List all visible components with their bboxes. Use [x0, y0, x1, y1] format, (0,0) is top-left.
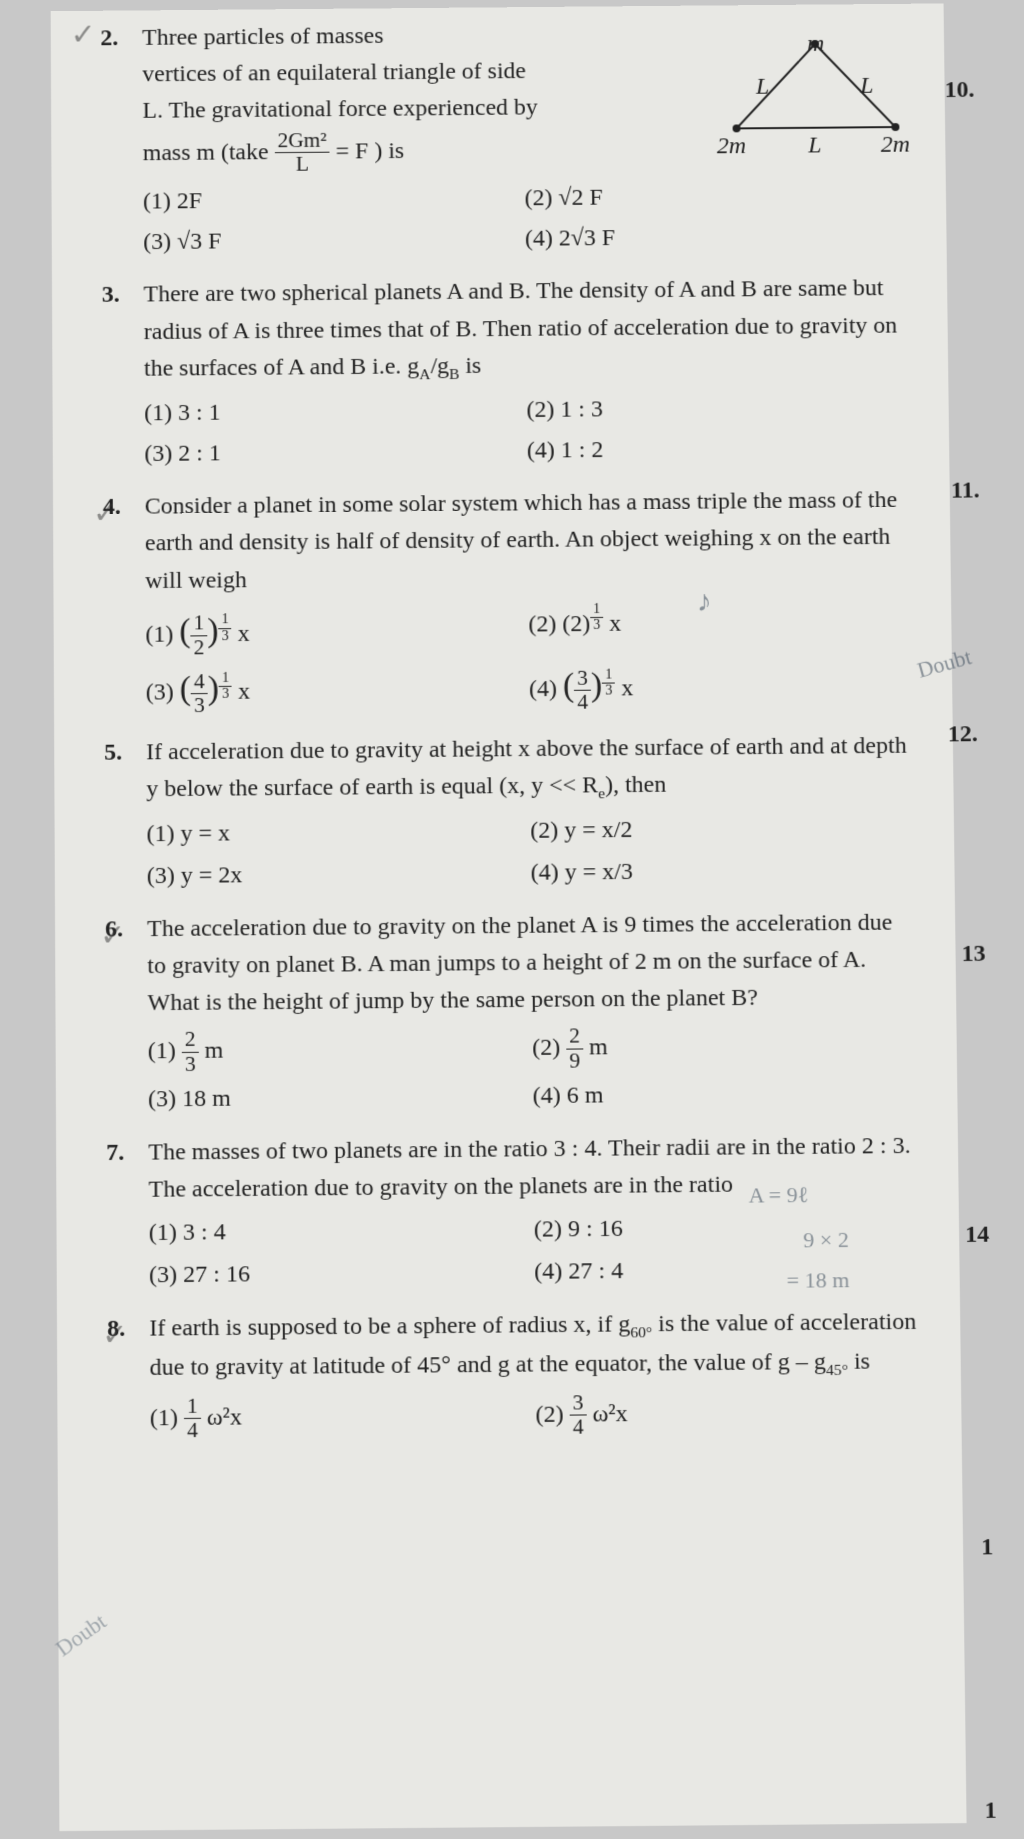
- q3-body: There are two spherical planets A and B.…: [143, 271, 908, 390]
- q6-opts: (1) 23 m (2) 29 m (3) 18 m (4) 6 m: [148, 1020, 918, 1121]
- side-q10: 10.: [944, 72, 974, 109]
- pencil-doubt-2: Doubt: [49, 1605, 114, 1665]
- q6-text: The acceleration due to gravity on the p…: [147, 904, 916, 1022]
- q4-opt1: (1) (12)13 x: [145, 600, 528, 662]
- q7-num: 7.: [106, 1134, 149, 1209]
- q8-body: If earth is supposed to be a sphere of r…: [149, 1303, 921, 1388]
- q6-opt2: (2) 29 m: [532, 1020, 917, 1076]
- pencil-a9: A = 9ℓ: [748, 1178, 808, 1213]
- q2-l1: Three particles of masses: [142, 23, 384, 51]
- triangle-diagram: m L L L 2m 2m: [716, 33, 916, 153]
- q3-opt3: (3) 2 : 1: [144, 431, 527, 475]
- q2-opt2: (2) √2 F: [524, 175, 906, 219]
- side-L-left: L: [756, 69, 770, 106]
- q4-text: Consider a planet in some solar system w…: [145, 482, 911, 599]
- check-icon: ✓: [93, 491, 118, 537]
- q5-opt4: (4) y = x/3: [530, 849, 914, 894]
- question-3: 3. There are two spherical planets A and…: [102, 271, 910, 476]
- q8-opts: (1) 14 ω²x (2) 34 ω²x: [150, 1386, 922, 1446]
- q8-opt2: (2) 34 ω²x: [535, 1386, 921, 1442]
- check-icon: ✓: [102, 1312, 127, 1359]
- q2-opt1: (1) 2F: [143, 179, 525, 223]
- side-L-bottom: L: [808, 128, 822, 165]
- q6-opt3: (3) 18 m: [148, 1076, 533, 1121]
- q2-l2: vertices of an equilateral triangle of s…: [142, 58, 526, 87]
- q3-opts: (1) 3 : 1 (2) 1 : 3 (3) 2 : 1 (4) 1 : 2: [144, 387, 909, 475]
- question-6: ✓ 6. The acceleration due to gravity on …: [105, 904, 918, 1121]
- pencil-ans: = 18 m: [786, 1263, 849, 1298]
- q2-num: 2.: [100, 20, 143, 178]
- side-q1: 1: [984, 1792, 997, 1830]
- q4-opt2: (2) (2)13 x: [528, 597, 912, 659]
- q3-text: There are two spherical planets A and B.…: [143, 276, 897, 382]
- q4-opt3: (3) (43)13 x: [146, 659, 530, 721]
- check-icon: ✓: [100, 913, 125, 960]
- vertex-2m-r: 2m: [881, 127, 911, 164]
- q5-opts: (1) y = x (2) y = x/2 (3) y = 2x (4) y =…: [146, 808, 914, 897]
- physics-page: m L L L 2m 2m 10. 11. 12. 13 14 1 1 Doub…: [51, 3, 967, 1831]
- q5-num: 5.: [104, 735, 146, 811]
- q6-opt4: (4) 6 m: [532, 1072, 917, 1117]
- question-5: 5. If acceleration due to gravity at hei…: [104, 728, 915, 897]
- pencil-calc: 9 × 2: [803, 1223, 849, 1258]
- side-q15: 1: [981, 1529, 994, 1567]
- question-4: ✓ 4. Consider a planet in some solar sys…: [103, 482, 913, 721]
- q2-opt4: (4) 2√3 F: [525, 216, 907, 260]
- q3-opt2: (2) 1 : 3: [526, 387, 909, 431]
- q3-num: 3.: [102, 277, 144, 390]
- q7-opt2: (2) 9 : 16: [534, 1206, 919, 1251]
- q3-opt4: (4) 1 : 2: [527, 428, 910, 472]
- side-q13: 13: [961, 936, 985, 973]
- q2-l3: L. The gravitational force experienced b…: [142, 95, 537, 124]
- side-q11: 11.: [951, 473, 980, 510]
- q2-frac: 2Gm²L: [274, 129, 330, 177]
- q2-opt3: (3) √3 F: [143, 219, 525, 263]
- q7-opt3: (3) 27 : 16: [149, 1251, 535, 1296]
- q5-body: If acceleration due to gravity at height…: [146, 728, 914, 811]
- q2-opts: (1) 2F (2) √2 F (3) √3 F (4) 2√3 F: [143, 175, 907, 263]
- pencil-doubt-1: Doubt: [913, 640, 975, 687]
- q7-opt4: (4) 27 : 4: [534, 1248, 920, 1293]
- q4-opts: (1) (12)13 x (2) (2)13 x (3) (43)13 x (4…: [145, 597, 912, 721]
- q2-l4b: = F ) is: [336, 138, 405, 164]
- q7-opt1: (1) 3 : 4: [149, 1210, 534, 1255]
- side-L-right: L: [860, 68, 874, 105]
- vertex-m: m: [807, 26, 825, 63]
- vertex-2m-l: 2m: [717, 128, 747, 165]
- q6-opt1: (1) 23 m: [148, 1023, 533, 1079]
- q2-l4a: mass m (take: [143, 139, 275, 166]
- check-icon: ✓: [71, 13, 96, 59]
- side-q12: 12.: [948, 716, 978, 753]
- q5-opt3: (3) y = 2x: [147, 852, 531, 897]
- q8-opt1: (1) 14 ω²x: [150, 1389, 536, 1445]
- side-q14: 14: [965, 1217, 990, 1255]
- q5-opt2: (2) y = x/2: [530, 808, 914, 852]
- q4-opt4: (4) (34)13 x: [529, 655, 913, 717]
- q5-opt1: (1) y = x: [146, 811, 530, 855]
- q3-opt1: (1) 3 : 1: [144, 390, 527, 434]
- question-8: ✓ 8. If earth is supposed to be a sphere…: [107, 1303, 921, 1446]
